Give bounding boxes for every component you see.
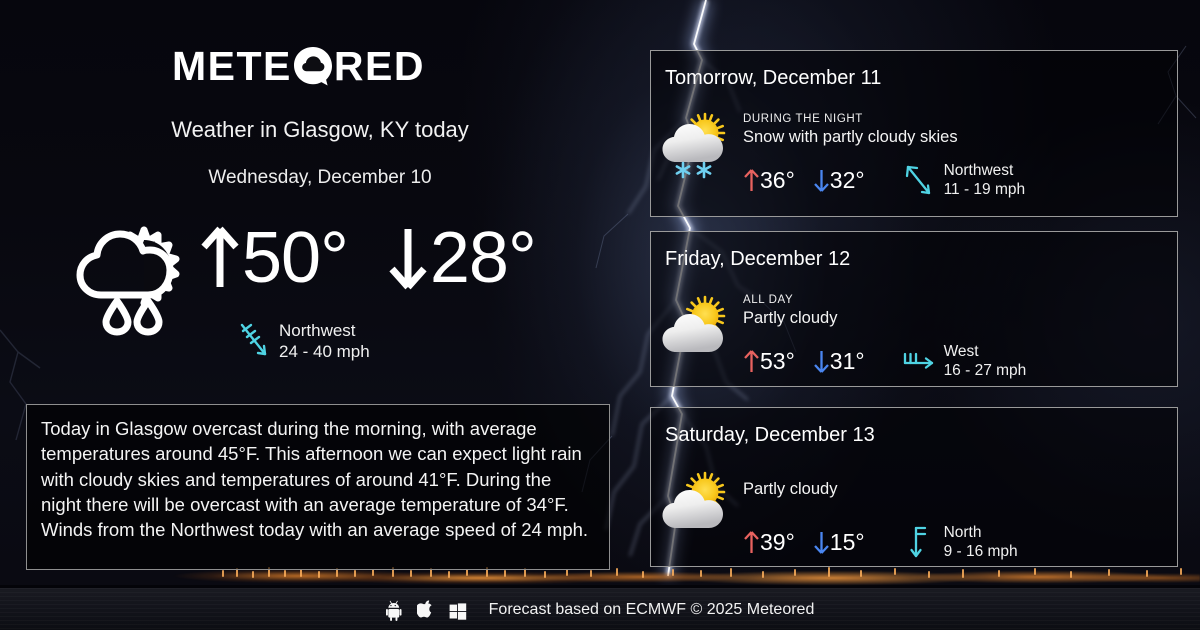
current-date: Wednesday, December 10 <box>208 167 432 188</box>
apple-icon[interactable] <box>415 599 436 621</box>
arrow-up-icon <box>744 349 759 372</box>
forecast-temp-max: 53° <box>743 348 795 375</box>
forecast-temp-max: 36° <box>743 167 795 194</box>
forecast-credit: Forecast based on ECMWF © 2025 Meteored <box>488 601 815 618</box>
forecast-temp-max-value: 39° <box>760 528 795 555</box>
arrow-up-icon <box>201 226 239 287</box>
forecast-card-condition: Partly cloudy <box>743 309 838 327</box>
forecast-temp-min: 32° <box>813 167 865 194</box>
sun-behind-cloud-icon <box>659 466 731 538</box>
daily-summary-text: Today in Glasgow overcast during the mor… <box>41 418 589 541</box>
forecast-card-condition: Snow with partly cloudy skies <box>743 128 958 146</box>
forecast-temp-max-value: 36° <box>760 166 795 193</box>
arrow-down-icon <box>813 531 829 554</box>
forecast-temp-min: 31° <box>813 348 865 375</box>
forecast-temp-min-value: 32° <box>829 166 865 193</box>
forecast-wind-direction: North <box>943 524 982 541</box>
forecast-temp-min: 15° <box>813 529 865 556</box>
forecast-wind: West 16 - 27 mph <box>903 342 1027 380</box>
forecast-card[interactable]: Friday, December 12 <box>650 231 1178 387</box>
today-wind-direction: Northwest <box>279 321 356 340</box>
today-temp-max: 50° <box>198 218 349 298</box>
today-wind-text: Northwest 24 - 40 mph <box>279 320 370 363</box>
forecast-card-title: Saturday, December 13 <box>665 424 875 446</box>
today-temp-min: 28° <box>386 218 537 298</box>
arrow-down-icon <box>389 229 427 290</box>
today-conditions-row: 50° 28° <box>70 214 590 336</box>
today-temperature-range: 50° 28° <box>198 218 537 298</box>
windows-icon[interactable] <box>448 600 467 621</box>
forecast-card-period: ALL DAY <box>743 294 794 306</box>
android-icon[interactable] <box>385 600 405 621</box>
sun-behind-rain-cloud-icon <box>70 216 190 336</box>
today-wind-speed: 24 - 40 mph <box>279 342 370 362</box>
forecast-wind-text: North 9 - 16 mph <box>944 523 1018 561</box>
today-temp-min-value: 28° <box>429 218 537 298</box>
footer: Forecast based on ECMWF © 2025 Meteored <box>0 590 1200 630</box>
forecast-wind-text: Northwest 11 - 19 mph <box>944 161 1026 199</box>
today-temp-max-value: 50° <box>242 218 349 298</box>
forecast-wind-direction: Northwest <box>943 162 1014 179</box>
city-lights <box>0 566 1200 588</box>
forecast-wind-speed: 9 - 16 mph <box>943 543 1018 561</box>
forecast-wind-direction: West <box>943 343 979 360</box>
forecast-card-period: DURING THE NIGHT <box>743 113 863 125</box>
forecast-temp-min-value: 31° <box>829 347 865 374</box>
forecast-wind: Northwest 11 - 19 mph <box>903 161 1026 199</box>
wind-barb-north-icon <box>909 527 926 558</box>
forecast-card-condition: Partly cloudy <box>743 480 838 498</box>
sun-behind-cloud-icon <box>659 290 731 362</box>
wind-barb-northwest-icon <box>240 324 267 356</box>
logo-text-after: RED <box>333 42 425 89</box>
forecast-card[interactable]: Tomorrow, December 11 <box>650 50 1178 217</box>
arrow-up-icon <box>744 530 759 553</box>
forecast-wind: North 9 - 16 mph <box>903 523 1018 561</box>
wind-barb-west-icon <box>903 353 933 369</box>
forecast-wind-speed: 16 - 27 mph <box>943 362 1027 380</box>
forecast-card[interactable]: Saturday, December 13 <box>650 407 1178 567</box>
water-reflection <box>0 588 1200 630</box>
forecast-list: Tomorrow, December 11 <box>650 0 1180 585</box>
page-title: Weather in Glasgow, KY today <box>171 117 469 142</box>
daily-summary-box: Today in Glasgow overcast during the mor… <box>26 404 610 570</box>
logo-text-before: METE <box>172 42 292 89</box>
meteored-logo[interactable]: METE RED <box>172 44 425 88</box>
forecast-temp-max: 39° <box>743 529 795 556</box>
app-store-links <box>385 599 467 621</box>
forecast-wind-text: West 16 - 27 mph <box>944 342 1027 380</box>
forecast-temp-max-value: 53° <box>760 347 795 374</box>
forecast-card-title: Tomorrow, December 11 <box>665 67 882 89</box>
arrow-up-icon <box>744 168 759 191</box>
today-wind: Northwest 24 - 40 mph <box>238 320 370 363</box>
arrow-down-icon <box>813 350 829 373</box>
forecast-card-title: Friday, December 12 <box>665 248 851 270</box>
cloud-speech-bubble-icon <box>293 46 333 86</box>
wind-barb-northwest-icon <box>905 166 930 195</box>
arrow-down-icon <box>813 169 829 192</box>
today-panel: METE RED Weather in Glasgow, KY today We… <box>0 0 640 585</box>
forecast-wind-speed: 11 - 19 mph <box>943 181 1026 199</box>
forecast-temp-min-value: 15° <box>829 528 865 555</box>
sun-behind-snow-cloud-icon <box>659 109 731 181</box>
